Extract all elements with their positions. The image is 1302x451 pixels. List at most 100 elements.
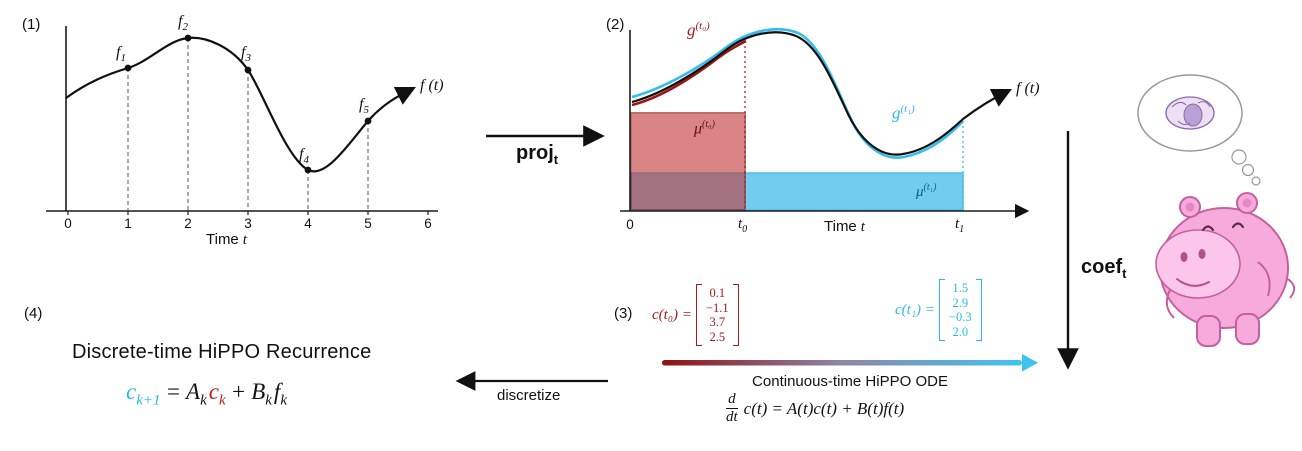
- c-t1-value-3: 2.0: [952, 324, 969, 339]
- panel2-tick-0: 0: [626, 217, 634, 232]
- panel1-tick-6: 6: [424, 216, 432, 231]
- hippo-illustration: [1137, 74, 1296, 347]
- hippo-leg-left: [1196, 315, 1221, 347]
- g0-sup: (t₀): [695, 20, 710, 32]
- A-term: Ak: [186, 379, 207, 410]
- panel1-axis-ticks: [67, 211, 429, 215]
- g-t0-label: g(t₀): [687, 20, 710, 41]
- hippo-eye-left: [1201, 225, 1215, 232]
- ode-fraction: d dt: [726, 392, 738, 425]
- f4-sub: 4: [303, 154, 309, 167]
- bracket-left: [695, 284, 702, 346]
- hippo-smile: [1176, 278, 1210, 287]
- panel2-x-axis-label: Time t: [824, 218, 865, 236]
- c-t1-value-1: 2.9: [952, 295, 969, 310]
- sample-label-f5: f5: [359, 96, 369, 116]
- f3-base: f: [241, 44, 246, 61]
- g1-sup: (t₁): [900, 103, 915, 115]
- c-t0-value-0: 0.1: [709, 286, 726, 300]
- brain-icon: [1165, 96, 1215, 130]
- panel2-axis-var: t: [860, 219, 865, 235]
- sample-label-f2: f2: [178, 13, 188, 33]
- recurrence-title: Discrete-time HiPPO Recurrence: [72, 341, 372, 363]
- f1-sub: 1: [120, 52, 126, 65]
- c-t0-value-3: 2.5: [709, 329, 726, 344]
- g0-base: g: [687, 20, 696, 40]
- mu1-sup: (t₁): [923, 182, 937, 193]
- measure-mu-t0-region: [630, 112, 746, 211]
- equals-sign: =: [165, 379, 182, 404]
- t0-base: t: [738, 216, 743, 232]
- sample-label-f4: f4: [299, 146, 309, 166]
- t1-sub: 1: [959, 224, 965, 235]
- panel2-number: (2): [606, 16, 625, 33]
- c-k-sub: k: [218, 392, 226, 409]
- c-k-base: c: [208, 379, 219, 404]
- proj-base: proj: [516, 142, 554, 164]
- hippo-ear-left-inner: [1185, 202, 1195, 212]
- panel1-sample-droplines: [127, 38, 369, 210]
- hippo-arm-left: [1165, 289, 1175, 319]
- mu-t1-label: μ(t₁): [916, 182, 936, 201]
- c-t0-value-2: 3.7: [709, 315, 726, 329]
- hippo-nostril-left: [1180, 252, 1188, 262]
- plus-sign: +: [230, 379, 247, 404]
- panel1-plot: [46, 26, 438, 215]
- thought-bubble-dot-large: [1231, 149, 1247, 165]
- g1-base: g: [892, 103, 901, 123]
- c-t1-label: c(t₁) =: [895, 301, 935, 318]
- bracket-right: [732, 284, 739, 346]
- c-next-base: c: [126, 379, 137, 404]
- B-sub: k: [265, 392, 272, 409]
- proj-arrow-label: projt: [516, 142, 558, 167]
- sample-label-f3: f3: [241, 44, 251, 64]
- panel1-tick-0: 0: [64, 216, 72, 231]
- discretize-label: discretize: [497, 387, 561, 404]
- c-t0-vector: c(t₀) = 0.1 −1.1 3.7 2.5: [652, 284, 739, 346]
- bracket-right: [975, 279, 982, 341]
- ode-equation: d dt c(t) = A(t)c(t) + B(t)f(t): [726, 392, 904, 425]
- t1-base: t: [955, 216, 960, 232]
- f-k-base: f: [273, 379, 281, 404]
- coef-arrow-label: coeft: [1081, 256, 1126, 281]
- ode-frac-denominator: dt: [726, 409, 738, 425]
- panel3-number: (3): [614, 305, 633, 322]
- ode-frac-numerator: d: [728, 391, 736, 407]
- coef-base: coef: [1081, 256, 1123, 278]
- recurrence-equation: ck+1 = Ak ck + Bk fk: [126, 379, 287, 410]
- f4-base: f: [299, 146, 304, 163]
- A-sub: k: [200, 392, 207, 409]
- panel2-tick-t1: t1: [955, 216, 964, 235]
- c-t1-matrix: 1.5 2.9 −0.3 2.0: [938, 279, 982, 341]
- c-t0-value-1: −1.1: [705, 300, 729, 315]
- c-next-term: ck+1: [126, 379, 161, 410]
- thought-bubble-dot-mid: [1241, 163, 1255, 177]
- panel4-number: (4): [24, 305, 43, 322]
- panel1-tick-5: 5: [364, 216, 372, 231]
- f3-sub: 3: [245, 52, 251, 65]
- hippo-ear-right-inner: [1242, 198, 1252, 208]
- panel1-curve-label: f (t): [420, 77, 444, 94]
- fraction-bar: [726, 408, 738, 409]
- panel1-axis-word: Time: [206, 231, 239, 248]
- f2-base: f: [178, 13, 183, 30]
- f1-base: f: [116, 44, 121, 61]
- f-term: fk: [274, 379, 287, 410]
- sample-label-f1: f1: [116, 44, 126, 64]
- f-k-sub: k: [280, 392, 287, 409]
- B-base: B: [251, 379, 266, 404]
- hippo-arm-right: [1257, 261, 1271, 297]
- hippo-leg-right: [1235, 313, 1260, 345]
- panel2-curve-label: f (t): [1016, 80, 1040, 97]
- f5-sub: 5: [363, 104, 369, 117]
- hippo-muzzle: [1155, 229, 1241, 299]
- coef-sub: t: [1122, 266, 1127, 281]
- mu0-base: μ: [694, 120, 703, 138]
- c-k-term: ck: [209, 379, 226, 410]
- panel2-axis-word: Time: [824, 218, 857, 235]
- thought-bubble-dot-small: [1251, 176, 1261, 186]
- ode-title: Continuous-time HiPPO ODE: [752, 373, 948, 390]
- c-t1-value-0: 1.5: [952, 281, 969, 295]
- panel1-axis-var: t: [242, 232, 247, 248]
